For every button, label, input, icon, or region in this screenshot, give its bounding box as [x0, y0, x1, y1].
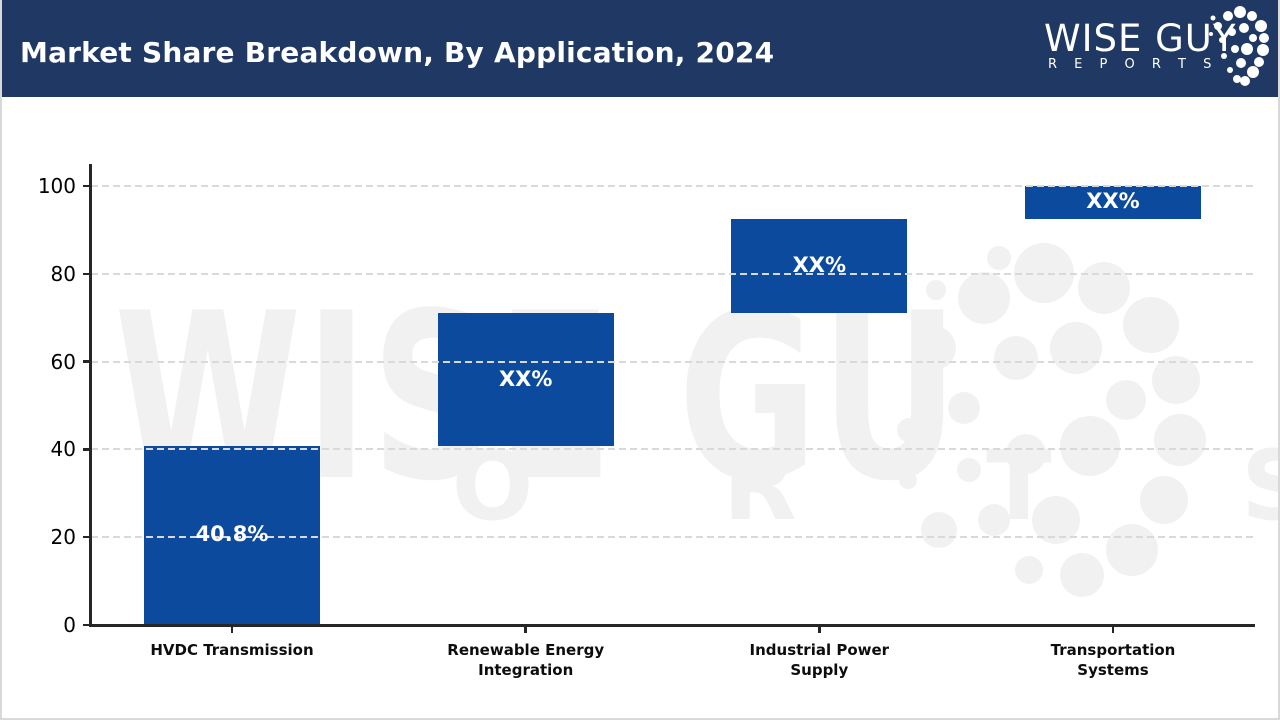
y-tick-label: 20: [50, 525, 76, 550]
y-tick-mark: [83, 623, 90, 627]
wiseguy-logo: WISE GUY R E P O R T S: [1038, 0, 1278, 97]
bar-segment: [144, 445, 320, 625]
y-tick-mark: [83, 360, 90, 363]
y-tick-label: 0: [63, 613, 76, 637]
logo-wordmark: WISE GUY: [1044, 17, 1237, 60]
header-bar: Market Share Breakdown, By Application, …: [2, 0, 1278, 97]
bar-segment: [731, 218, 908, 314]
x-axis-spine: [89, 624, 1255, 627]
page-title: Market Share Breakdown, By Application, …: [20, 36, 775, 69]
y-tick-label: 80: [50, 261, 76, 286]
y-tick-label: 100: [37, 174, 76, 198]
x-tick-mark: [524, 626, 527, 633]
bar-value-label: XX%: [498, 366, 553, 391]
x-category-label: HVDC Transmission: [150, 641, 314, 659]
watermark-head-icon: [897, 243, 1206, 597]
x-tick-mark: [230, 626, 234, 633]
y-axis-spine: [89, 164, 92, 626]
gridline: [91, 185, 1255, 187]
logo-head-icon: [1209, 6, 1269, 86]
y-tick-mark: [83, 448, 90, 451]
bar-value-label: XX%: [792, 253, 847, 278]
gridline: [91, 360, 1255, 363]
y-tick-label: 60: [50, 349, 76, 374]
gridline: [91, 536, 1255, 539]
y-tick-label: 40: [50, 437, 76, 462]
y-tick-mark: [83, 535, 90, 539]
x-category-label: Transportation Systems: [1050, 641, 1176, 679]
y-tick-mark: [83, 184, 90, 188]
bar-segment: [437, 313, 614, 446]
x-category-label: Industrial Power Supply: [749, 641, 890, 679]
logo-subtext: R E P O R T S: [1048, 57, 1218, 72]
bar-value-label: XX%: [1086, 189, 1140, 214]
gridline: [91, 272, 1255, 275]
y-tick-mark: [83, 272, 90, 276]
x-tick-mark: [818, 626, 821, 633]
x-tick-mark: [1111, 626, 1115, 633]
x-category-label: Renewable Energy Integration: [447, 641, 605, 679]
bar-value-label: 40.8%: [195, 522, 269, 547]
bar-segment: [1025, 186, 1201, 219]
gridline: [91, 448, 1255, 451]
